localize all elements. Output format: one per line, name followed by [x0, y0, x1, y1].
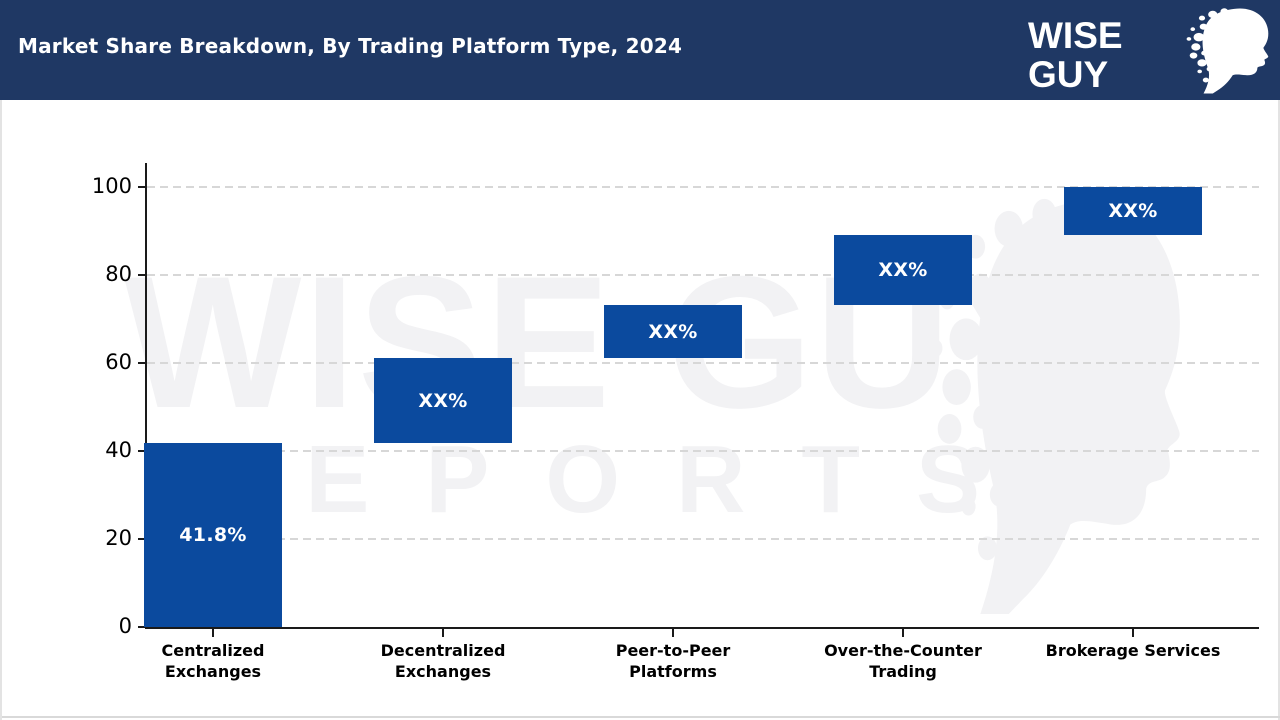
x-tick — [672, 629, 674, 637]
bar-value-label: XX% — [878, 258, 928, 281]
y-tick — [138, 450, 147, 452]
bar-value-label: XX% — [1108, 199, 1158, 222]
x-axis-label: Brokerage Services — [1045, 641, 1221, 660]
x-tick — [442, 629, 444, 637]
bottom-divider — [2, 716, 1280, 718]
chart-area: WISE GUY REPORTS 0 20 40 60 80 100 41.8% Centra… — [0, 100, 1280, 720]
logo-wordmark: WISE GUY — [1028, 15, 1123, 95]
x-tick — [902, 629, 904, 637]
bar-value-label: XX% — [648, 320, 698, 343]
bar: XX% — [834, 234, 972, 305]
y-tick-label: 0 — [118, 614, 132, 638]
bar-value-label: XX% — [418, 389, 468, 412]
y-tick — [138, 362, 147, 364]
y-tick — [138, 538, 147, 540]
grid-line — [147, 274, 1259, 276]
grid-line — [147, 450, 1259, 452]
grid-line — [147, 362, 1259, 364]
bar-value-label: 41.8% — [179, 524, 247, 547]
y-tick — [138, 626, 147, 628]
y-tick-label: 40 — [105, 438, 132, 462]
x-axis-label: Centralized Exchanges — [161, 641, 265, 681]
y-axis-line — [145, 163, 147, 629]
x-axis-label: Decentralized Exchanges — [380, 641, 506, 681]
header: Market Share Breakdown, By Trading Platf… — [0, 0, 1280, 113]
watermark-face-icon — [928, 198, 1180, 615]
x-axis-label: Over-the-Counter Trading — [824, 641, 982, 681]
y-tick-label: 100 — [91, 174, 132, 198]
y-tick-label: 60 — [105, 350, 132, 374]
logo-text: WISE GUY REPORTS — [1028, 15, 1206, 113]
logo-subtitle: REPORTS — [1050, 96, 1189, 113]
y-tick — [138, 186, 147, 188]
x-axis-line — [145, 627, 1259, 629]
y-tick-label: 80 — [105, 262, 132, 286]
bar: XX% — [604, 304, 742, 359]
watermark-subtitle: REPORTS — [180, 426, 1037, 533]
chart-title: Market Share Breakdown, By Trading Platf… — [18, 34, 683, 58]
grid-line — [147, 538, 1259, 540]
grid-line — [147, 186, 1259, 188]
logo-face-icon — [1186, 8, 1269, 94]
x-tick — [1132, 629, 1134, 637]
wise-guy-logo: WISE GUY REPORTS — [1028, 0, 1278, 113]
x-tick — [212, 629, 214, 637]
y-tick-label: 20 — [105, 526, 132, 550]
waterfall-chart: 0 20 40 60 80 100 41.8% Centralized Exchanges XX… — [2, 100, 1280, 720]
x-axis-label: Peer-to-Peer Platforms — [615, 641, 731, 681]
bar: XX% — [374, 358, 512, 444]
y-tick — [138, 274, 147, 276]
bar: 41.8% — [144, 443, 282, 627]
bar: XX% — [1064, 187, 1202, 235]
